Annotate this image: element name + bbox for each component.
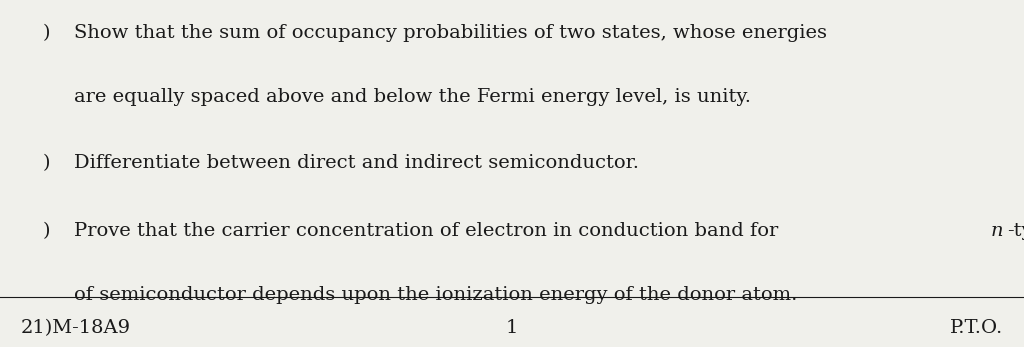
Text: n: n	[990, 222, 1002, 240]
Text: -type: -type	[1007, 222, 1024, 240]
Text: are equally spaced above and below the Fermi energy level, is unity.: are equally spaced above and below the F…	[74, 88, 751, 107]
Text: Differentiate between direct and indirect semiconductor.: Differentiate between direct and indirec…	[74, 154, 639, 172]
Text: ): )	[43, 222, 50, 240]
Text: Show that the sum of occupancy probabilities of two states, whose energies: Show that the sum of occupancy probabili…	[74, 24, 826, 42]
Text: 21)M-18A9: 21)M-18A9	[20, 319, 131, 337]
Text: Prove that the carrier concentration of electron in conduction band for: Prove that the carrier concentration of …	[74, 222, 784, 240]
Text: ): )	[43, 154, 50, 172]
Text: ): )	[43, 24, 50, 42]
Text: 1: 1	[506, 319, 518, 337]
Text: P.T.O.: P.T.O.	[950, 319, 1004, 337]
Text: of semiconductor depends upon the ionization energy of the donor atom.: of semiconductor depends upon the ioniza…	[74, 286, 797, 304]
